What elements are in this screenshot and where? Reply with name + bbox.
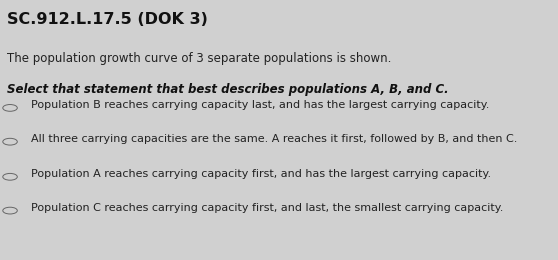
Text: SC.912.L.17.5 (DOK 3): SC.912.L.17.5 (DOK 3) (7, 12, 208, 27)
Text: Population C reaches carrying capacity first, and last, the smallest carrying ca: Population C reaches carrying capacity f… (31, 203, 503, 213)
Text: Population B reaches carrying capacity last, and has the largest carrying capaci: Population B reaches carrying capacity l… (31, 100, 489, 110)
Text: The population growth curve of 3 separate populations is shown.: The population growth curve of 3 separat… (7, 52, 391, 65)
Text: All three carrying capacities are the same. A reaches it first, followed by B, a: All three carrying capacities are the sa… (31, 134, 517, 144)
Text: Select that statement that best describes populations A, B, and C.: Select that statement that best describe… (7, 83, 448, 96)
Text: Population A reaches carrying capacity first, and has the largest carrying capac: Population A reaches carrying capacity f… (31, 169, 491, 179)
